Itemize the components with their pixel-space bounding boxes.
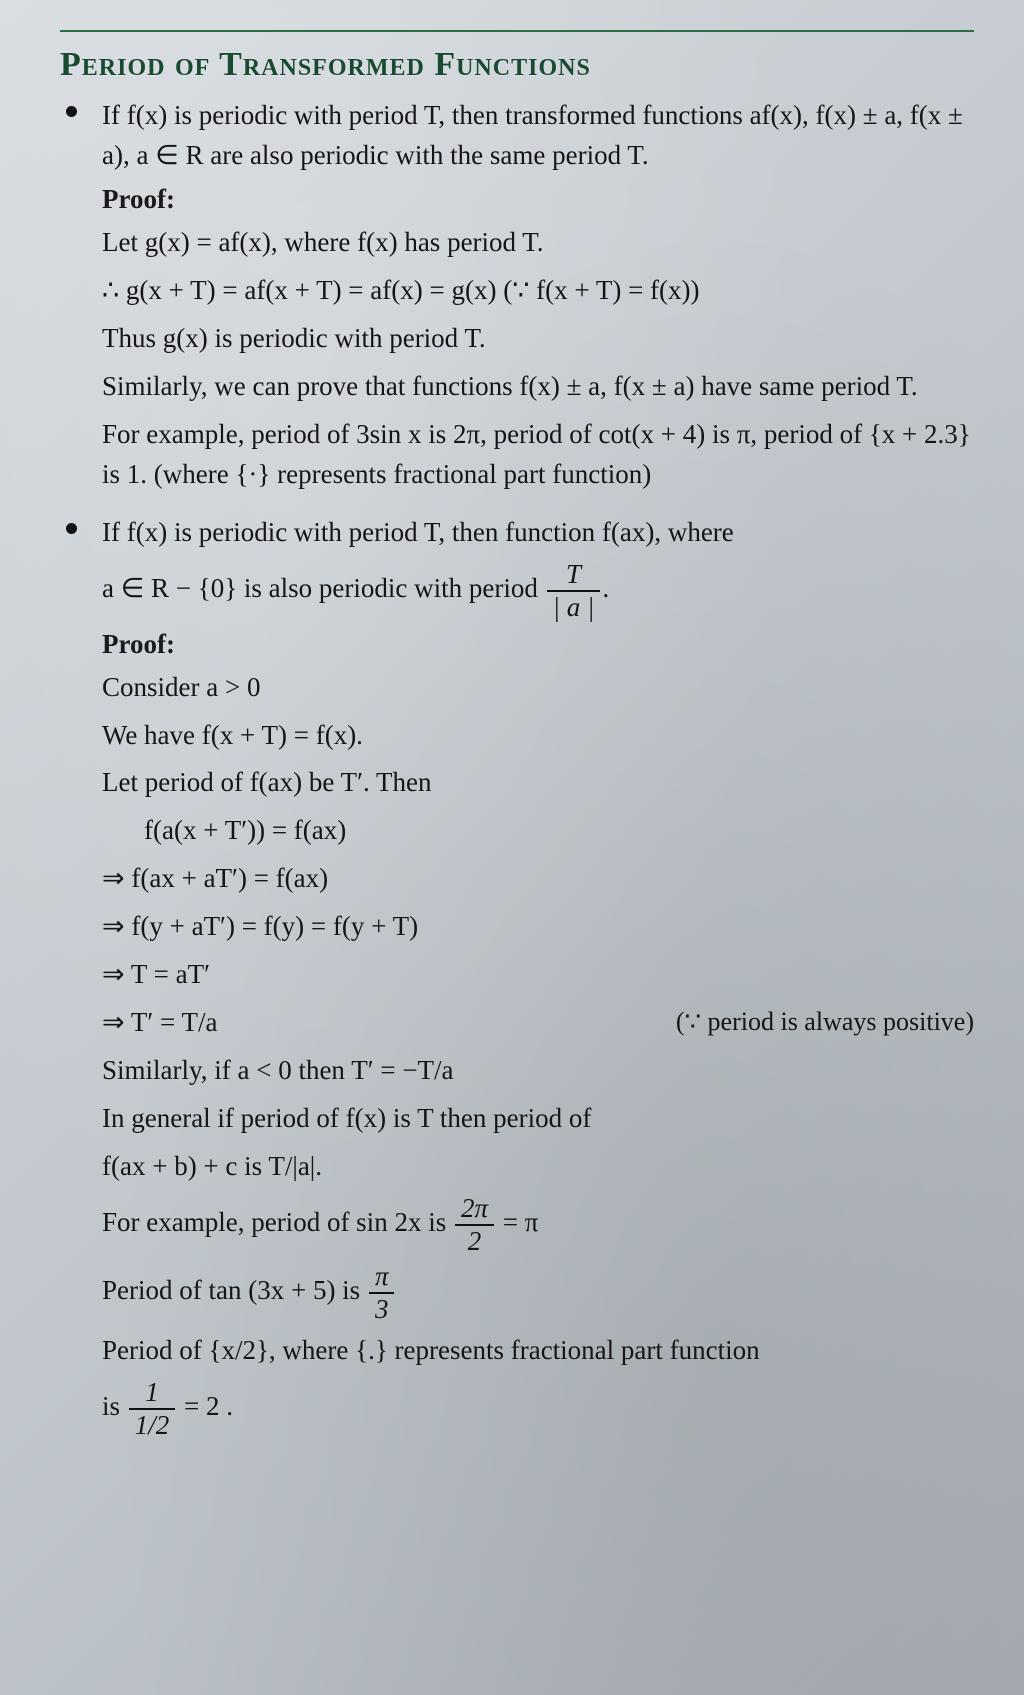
ex3b-frac-num: 1 [129,1379,176,1410]
b2-example-sin2x: For example, period of sin 2x is 2π 2 = … [102,1195,974,1255]
ex1-frac-den: 2 [455,1226,494,1255]
b1-let: Let g(x) = af(x), where f(x) has period … [102,223,974,263]
ex1-text: For example, period of sin 2x is [102,1207,453,1237]
ex2-frac: π 3 [369,1263,395,1323]
b2-wehave: We have f(x + T) = f(x). [102,716,974,756]
b2-example-tan: Period of tan (3x + 5) is π 3 [102,1263,974,1323]
ex3b-frac: 1 1/2 [129,1379,176,1439]
b2-letperiod: Let period of f(ax) be T′. Then [102,763,974,803]
ex1-frac-num: 2π [455,1195,494,1226]
b1-proof-label: Proof: [102,184,974,215]
ex2-text: Period of tan (3x + 5) is [102,1275,367,1305]
ex2-frac-num: π [369,1263,395,1294]
b2-intro-line1: If f(x) is periodic with period T, then … [102,513,974,553]
page-root: Period of Transformed Functions If f(x) … [0,0,1024,1695]
b2-example-fracpart: Period of {x/2}, where {.} represents fr… [102,1331,974,1371]
b2-eq3: ⇒ f(y + aT′) = f(y) = f(y + T) [102,907,974,947]
b2-eq1: f(a(x + T′)) = f(ax) [144,811,974,851]
b1-intro: If f(x) is periodic with period T, then … [102,96,974,176]
b2-proof-label: Proof: [102,629,974,660]
period-fraction-num: T [547,561,601,592]
b1-therefore: ∴ g(x + T) = af(x + T) = af(x) = g(x) (∵… [102,271,974,311]
ex1-frac: 2π 2 [455,1195,494,1255]
period-dot: . [602,573,609,603]
b2-ingeneral-1: In general if period of f(x) is T then p… [102,1099,974,1139]
b2-eq2: ⇒ f(ax + aT′) = f(ax) [102,859,974,899]
period-fraction-den: | a | [547,592,601,621]
b2-eq4: ⇒ T = aT′ [102,955,974,995]
b2-eq5-row: ⇒ T′ = T/a (∵ period is always positive) [102,1003,974,1043]
b2-ingeneral-2: f(ax + b) + c is T/|a|. [102,1147,974,1187]
ex3b-text: is [102,1391,127,1421]
ex2-frac-den: 3 [369,1294,395,1323]
b2-eq5-note: (∵ period is always positive) [676,1003,974,1041]
section-title: Period of Transformed Functions [60,46,974,84]
ex1-tail: = π [496,1207,538,1237]
bullet-item-1: If f(x) is periodic with period T, then … [60,96,974,495]
top-rule [60,30,974,32]
ex3b-tail: = 2 . [177,1391,233,1421]
b1-thus: Thus g(x) is periodic with period T. [102,319,974,359]
b2-similarly: Similarly, if a < 0 then T′ = −T/a [102,1051,974,1091]
b2-intro-line2: a ∈ R − {0} is also periodic with period… [102,561,974,621]
b2-eq5: ⇒ T′ = T/a [102,1007,218,1037]
b2-example-fracpart-result: is 1 1/2 = 2 . [102,1379,974,1439]
period-fraction: T | a | [547,561,601,621]
ex3b-frac-den: 1/2 [129,1410,176,1439]
b1-similarly: Similarly, we can prove that functions f… [102,367,974,407]
b2-intro-line2-text: a ∈ R − {0} is also periodic with period [102,573,545,603]
b2-consider: Consider a > 0 [102,668,974,708]
bullet-list: If f(x) is periodic with period T, then … [60,96,974,1439]
b1-example: For example, period of 3sin x is 2π, per… [102,415,974,495]
bullet-item-2: If f(x) is periodic with period T, then … [60,513,974,1439]
